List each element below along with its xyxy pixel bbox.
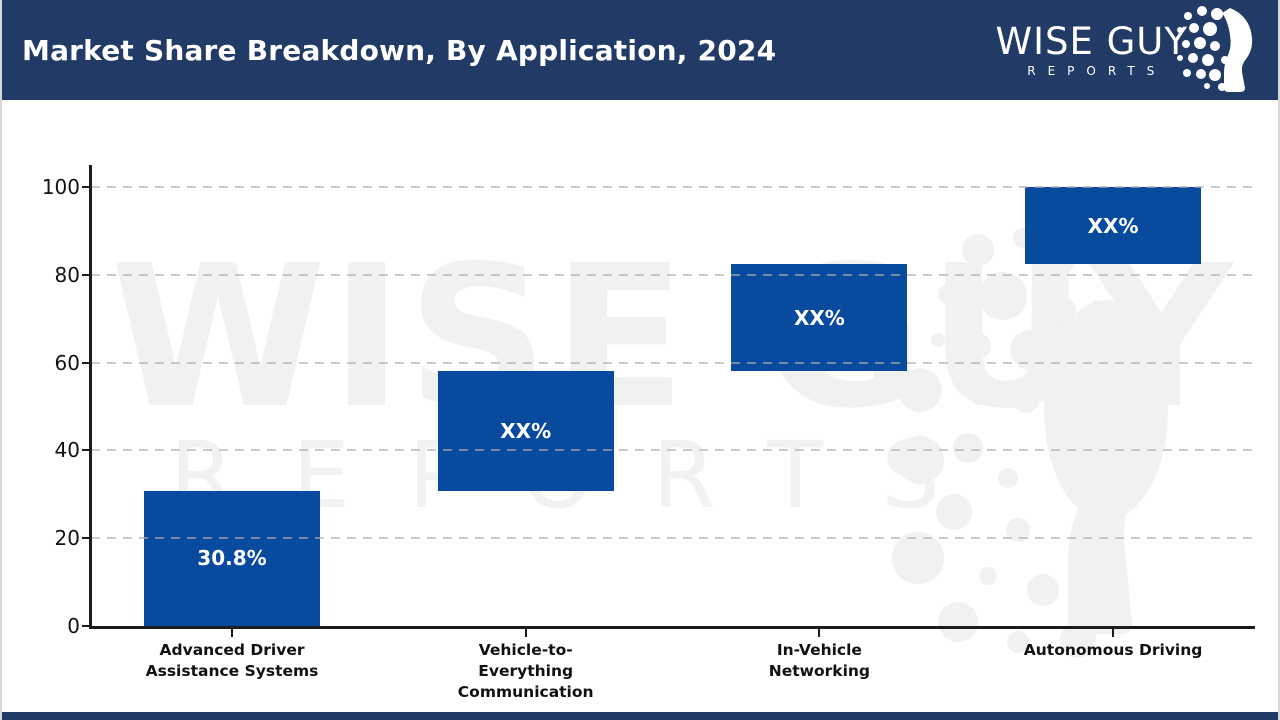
bar-value-label: XX%	[500, 418, 552, 443]
y-tick-label: 20	[54, 526, 80, 551]
gridline-y40	[91, 449, 1254, 452]
page-title: Market Share Breakdown, By Application, …	[22, 33, 777, 67]
bar-segment-1: 30.8%	[144, 490, 320, 626]
x-tick-mark	[818, 629, 821, 637]
x-axis-line	[89, 626, 1255, 629]
y-tick-mark	[82, 186, 90, 188]
bar-value-label: XX%	[1087, 213, 1139, 238]
y-tick-label: 80	[54, 262, 80, 287]
category-label: Autonomous Driving	[1023, 641, 1203, 659]
category-label: Advanced Driver Assistance Systems	[145, 641, 319, 680]
x-tick-mark	[1112, 629, 1115, 637]
category-label: Vehicle-to- Everything Communication	[457, 641, 594, 701]
wiseguy-logo-text: WISE GUY REPORTS	[995, 19, 1188, 78]
header-bar: Market Share Breakdown, By Application, …	[2, 0, 1278, 100]
wiseguy-logo: WISE GUY REPORTS	[995, 6, 1258, 92]
y-tick-mark	[82, 361, 90, 364]
x-tick-mark	[524, 629, 527, 637]
bar-segment-2: XX%	[437, 370, 614, 491]
y-tick-label: 60	[54, 350, 80, 375]
y-tick-mark	[82, 537, 90, 540]
logo-brand-text: WISE GUY	[995, 19, 1188, 63]
y-tick-label: 0	[67, 614, 80, 638]
bar-segment-4: XX%	[1025, 187, 1202, 265]
gridline-y20	[91, 537, 1254, 540]
logo-sub-text: REPORTS	[1027, 63, 1167, 78]
x-tick-mark	[231, 629, 233, 637]
wiseguy-face-icon	[1177, 6, 1253, 92]
waterfall-chart: 0 20 40 60 80 100 30.8% Advanced Driver Assista…	[2, 100, 1278, 712]
gridline-y100	[91, 186, 1254, 188]
bar-value-label: XX%	[793, 305, 845, 330]
footer-bar	[2, 712, 1278, 720]
category-label: In-Vehicle Networking	[768, 641, 871, 680]
y-axis-line	[89, 165, 92, 629]
bar-value-label: 30.8%	[197, 546, 267, 571]
y-tick-mark	[82, 449, 90, 452]
y-tick-label: 100	[41, 175, 80, 199]
gridline-y80	[91, 273, 1254, 276]
watermark-face-icon	[892, 228, 1168, 658]
y-tick-label: 40	[54, 438, 80, 463]
bar-segment-3: XX%	[731, 264, 908, 371]
y-tick-mark	[82, 625, 90, 627]
gridline-y60	[91, 361, 1254, 364]
y-tick-mark	[82, 273, 90, 276]
